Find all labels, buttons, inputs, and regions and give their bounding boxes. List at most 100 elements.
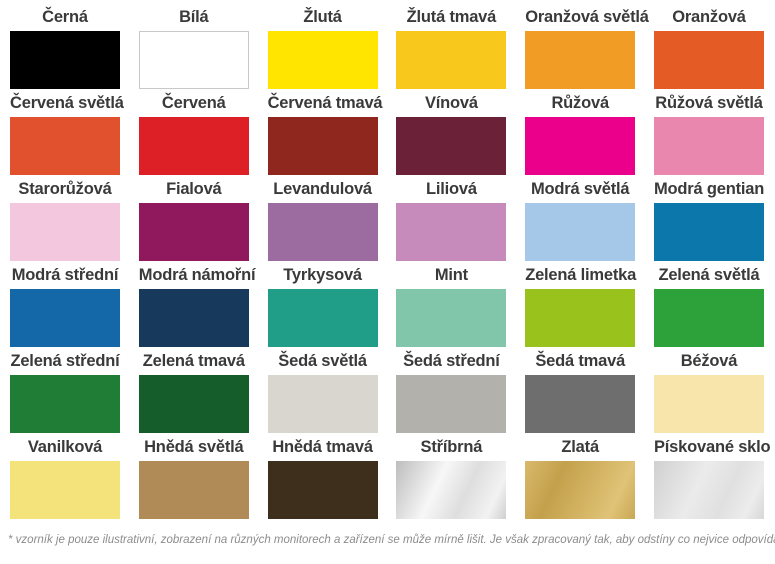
swatch-cell: Zelená světlá <box>653 263 764 347</box>
swatch-label: Zelená limetka <box>525 266 637 284</box>
swatch-label: Červená světlá <box>10 94 124 112</box>
swatch-label: Šedá světlá <box>278 352 367 370</box>
swatch-cell: Liliová <box>396 177 507 261</box>
swatch-cell: Oranžová <box>653 5 764 89</box>
swatch-cell: Starorůžová <box>10 177 120 261</box>
color-swatch <box>653 375 764 433</box>
color-swatch-grid: Černá Bílá Žlutá Žlutá tmavá Oranžová světlá… <box>10 5 771 519</box>
color-swatch <box>653 117 764 175</box>
color-swatch <box>396 117 507 175</box>
color-swatch <box>10 289 120 347</box>
color-swatch <box>267 461 378 519</box>
swatch-label: Béžová <box>680 352 738 370</box>
swatch-cell: Mint <box>396 263 507 347</box>
swatch-cell: Oranžová světlá <box>525 5 649 89</box>
swatch-cell: Tyrkysová <box>267 263 378 347</box>
color-swatch <box>10 203 120 261</box>
swatch-cell: Šedá střední <box>396 349 507 433</box>
color-swatch <box>267 203 378 261</box>
color-swatch <box>396 375 507 433</box>
color-swatch <box>138 31 249 89</box>
swatch-label: Hnědá tmavá <box>272 438 373 456</box>
swatch-label: Zlatá <box>561 438 599 456</box>
color-swatch <box>138 203 249 261</box>
swatch-label: Šedá tmavá <box>535 352 626 370</box>
swatch-cell: Červená světlá <box>10 91 124 175</box>
swatch-label: Mint <box>434 266 468 284</box>
swatch-cell: Růžová světlá <box>653 91 764 175</box>
swatch-label: Fialová <box>166 180 222 198</box>
swatch-cell: Růžová <box>525 91 636 175</box>
swatch-label: Oranžová světlá <box>525 8 649 26</box>
swatch-label: Stříbrná <box>420 438 483 456</box>
swatch-cell: Modrá námořní <box>138 263 256 347</box>
swatch-cell: Vínová <box>396 91 507 175</box>
swatch-label: Starorůžová <box>18 180 112 198</box>
swatch-label: Liliová <box>425 180 477 198</box>
swatch-label: Levandulová <box>273 180 372 198</box>
footnote: * vzorník je pouze ilustrativní, zobraze… <box>8 534 775 546</box>
swatch-cell: Modrá gentian <box>653 177 765 261</box>
swatch-label: Černá <box>42 8 88 26</box>
color-swatch <box>653 461 764 519</box>
color-swatch <box>396 31 507 89</box>
swatch-cell: Hnědá tmavá <box>267 435 378 519</box>
swatch-label: Zelená tmavá <box>142 352 245 370</box>
swatch-label: Modrá střední <box>11 266 119 284</box>
swatch-label: Červená <box>161 94 226 112</box>
swatch-cell: Béžová <box>653 349 764 433</box>
swatch-cell: Červená tmavá <box>267 91 383 175</box>
swatch-label: Bílá <box>179 8 209 26</box>
swatch-label: Zelená světlá <box>658 266 760 284</box>
color-swatch <box>138 375 249 433</box>
color-swatch <box>525 375 636 433</box>
color-swatch <box>10 375 120 433</box>
swatch-label: Vanilková <box>27 438 103 456</box>
color-swatch <box>267 117 378 175</box>
swatch-cell: Zelená střední <box>10 349 120 433</box>
swatch-cell: Černá <box>10 5 120 89</box>
swatch-cell: Bílá <box>138 5 249 89</box>
color-swatch <box>396 289 507 347</box>
swatch-cell: Šedá tmavá <box>525 349 636 433</box>
color-swatch <box>396 461 507 519</box>
color-swatch <box>396 203 507 261</box>
color-swatch <box>653 31 764 89</box>
swatch-label: Červená tmavá <box>267 94 383 112</box>
swatch-label: Tyrkysová <box>283 266 362 284</box>
swatch-cell: Fialová <box>138 177 249 261</box>
swatch-cell: Pískované sklo <box>653 435 771 519</box>
swatch-label: Žlutá tmavá <box>406 8 497 26</box>
swatch-label: Šedá střední <box>403 352 500 370</box>
swatch-cell: Hnědá světlá <box>138 435 249 519</box>
color-swatch <box>653 203 764 261</box>
swatch-label: Hnědá světlá <box>144 438 244 456</box>
swatch-cell: Modrá světlá <box>525 177 636 261</box>
color-swatch <box>525 31 636 89</box>
swatch-label: Růžová <box>551 94 609 112</box>
color-swatch <box>525 203 636 261</box>
swatch-label: Modrá námořní <box>138 266 256 284</box>
color-swatch <box>267 31 378 89</box>
swatch-cell: Zelená limetka <box>525 263 637 347</box>
color-swatch <box>138 117 249 175</box>
swatch-cell: Žlutá <box>267 5 378 89</box>
swatch-label: Modrá světlá <box>530 180 630 198</box>
swatch-label: Modrá gentian <box>653 180 765 198</box>
color-swatch <box>138 289 249 347</box>
swatch-label: Oranžová <box>672 8 746 26</box>
swatch-cell: Stříbrná <box>396 435 507 519</box>
color-swatch <box>10 117 120 175</box>
color-swatch <box>267 375 378 433</box>
swatch-label: Vínová <box>424 94 478 112</box>
swatch-label: Zelená střední <box>10 352 120 370</box>
color-swatch <box>653 289 764 347</box>
swatch-label: Žlutá <box>303 8 342 26</box>
swatch-label: Růžová světlá <box>655 94 763 112</box>
color-swatch <box>525 461 636 519</box>
swatch-cell: Šedá světlá <box>267 349 378 433</box>
swatch-cell: Vanilková <box>10 435 120 519</box>
color-swatch <box>525 117 636 175</box>
swatch-cell: Žlutá tmavá <box>396 5 507 89</box>
color-swatch <box>525 289 636 347</box>
